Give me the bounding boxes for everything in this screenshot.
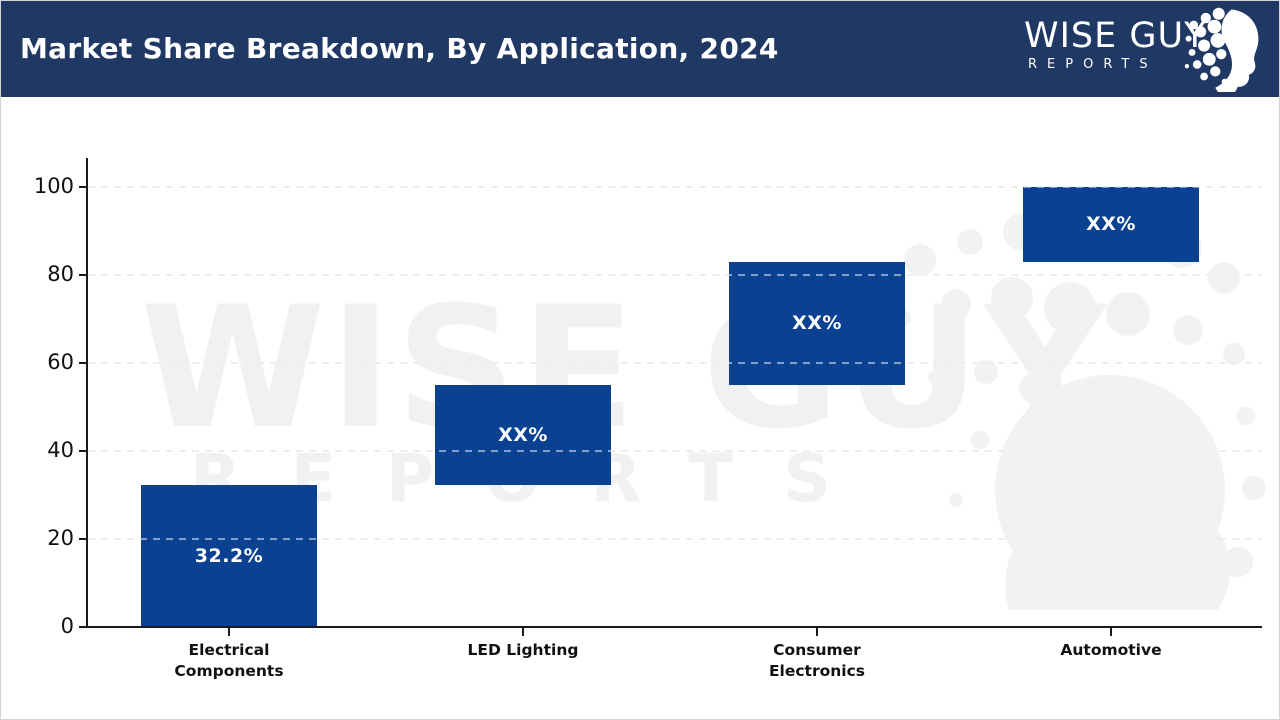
- bar-value-label: XX%: [792, 312, 842, 335]
- y-tick-label: 40: [47, 438, 74, 462]
- logo-wordmark: WISE GUY: [1024, 16, 1207, 56]
- x-tick-mark: [1110, 628, 1112, 636]
- wise-guy-reports-logo: WISE GUY REPORTS: [1006, 6, 1266, 92]
- bar-value-label: XX%: [498, 424, 548, 447]
- gridline-overlay: [88, 450, 1262, 452]
- page-title: Market Share Breakdown, By Application, …: [20, 32, 779, 65]
- y-tick-label: 80: [47, 262, 74, 286]
- y-tick-label: 100: [33, 174, 74, 198]
- y-tick-label: 0: [60, 614, 74, 638]
- x-tick-label: Electrical Components: [174, 641, 284, 680]
- header-band: Market Share Breakdown, By Application, …: [0, 0, 1280, 97]
- bar-value-label: 32.2%: [194, 545, 264, 568]
- x-tick-label: Consumer Electronics: [768, 641, 866, 680]
- x-tick-mark: [816, 628, 818, 636]
- bar-consumer-electronics: XX%: [729, 261, 905, 385]
- logo-text: WISE GUY REPORTS: [1024, 18, 1207, 72]
- y-tick-label: 60: [47, 350, 74, 374]
- gridline-overlay: [88, 274, 1262, 276]
- x-tick-mark: [522, 628, 524, 636]
- logo-subtitle: REPORTS: [1028, 56, 1158, 72]
- x-tick-label: Automotive: [1060, 641, 1162, 659]
- y-tick-label: 20: [47, 526, 74, 550]
- bar-led-lighting: XX%: [435, 385, 611, 486]
- y-tick-mark: [79, 626, 87, 628]
- x-tick-label: LED Lighting: [467, 641, 579, 659]
- y-axis-line: [86, 158, 88, 628]
- gridline-overlay: [88, 362, 1262, 364]
- x-tick-mark: [228, 628, 230, 636]
- gridline-overlay: [88, 538, 1262, 540]
- x-axis-line: [86, 626, 1262, 628]
- bar-automotive: XX%: [1023, 187, 1199, 262]
- y-tick-mark: [79, 450, 87, 452]
- y-tick-mark: [79, 538, 87, 540]
- y-tick-mark: [79, 362, 87, 364]
- y-tick-mark: [79, 274, 87, 276]
- y-tick-mark: [79, 186, 87, 188]
- bar-value-label: XX%: [1086, 213, 1136, 236]
- face-profile-icon: [1184, 7, 1259, 92]
- bar-electrical-components: 32.2%: [141, 485, 317, 627]
- gridline-overlay: [88, 186, 1262, 188]
